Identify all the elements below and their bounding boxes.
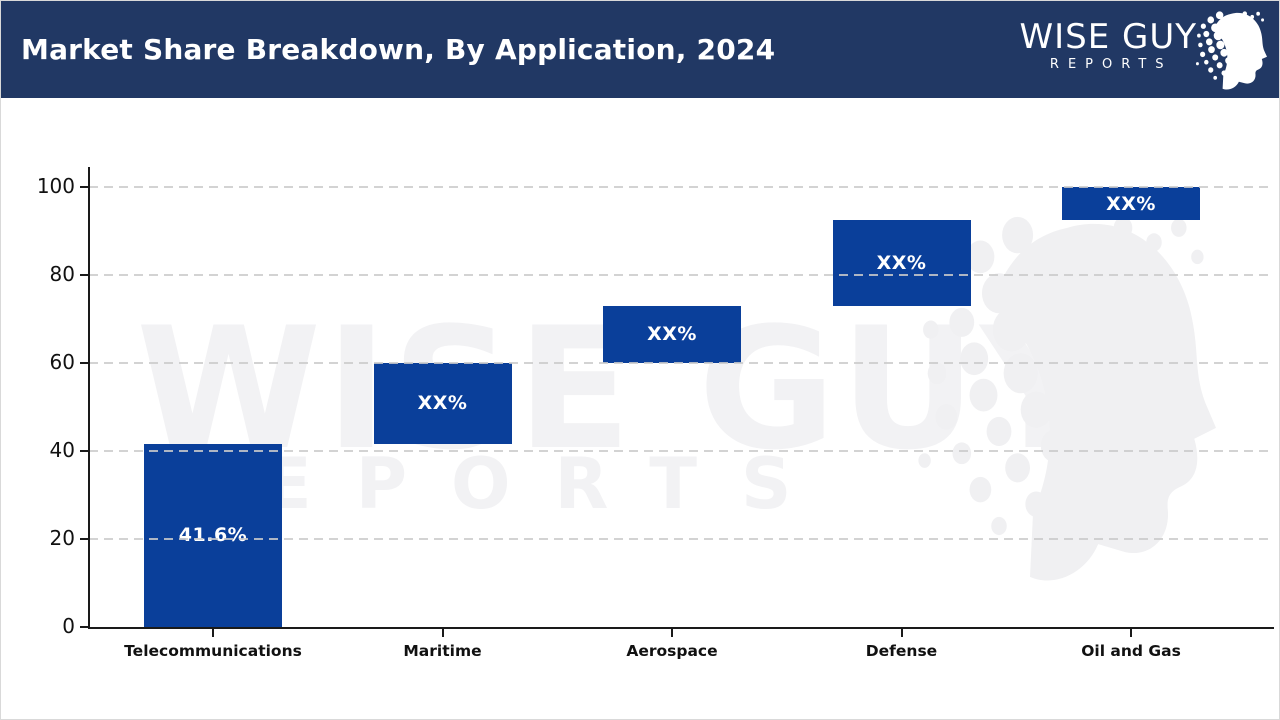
x-tick-mark-maritime [441, 629, 444, 637]
y-tick-mark-20 [80, 538, 89, 540]
bar-value-label-oil-and-gas: XX% [1106, 192, 1156, 215]
y-tick-label-100: 100 [36, 174, 75, 198]
bar-value-label-aerospace: XX% [647, 323, 697, 346]
y-tick-label-80: 80 [49, 262, 75, 286]
x-tick-mark-oil-and-gas [1130, 629, 1132, 637]
y-tick-label-40: 40 [49, 438, 75, 462]
y-tick-mark-80 [80, 274, 89, 276]
bar-value-label-telecommunications: 41.6% [178, 524, 248, 547]
bar-defense: XX% [832, 220, 971, 306]
bar-value-label-defense: XX% [876, 251, 927, 274]
bar-maritime: XX% [373, 363, 512, 444]
y-axis-line [88, 167, 90, 629]
brand-subname: REPORTS [1049, 57, 1173, 73]
gridline-y-40 [89, 450, 1273, 452]
chart-title: Market Share Breakdown, By Application, … [21, 33, 776, 66]
brand-face-dots-icon [1195, 11, 1267, 90]
brand-name: WISE GUY [1019, 17, 1197, 57]
bar-aerospace: XX% [603, 305, 741, 363]
category-label-telecommunications: Telecommunications [124, 642, 302, 660]
y-tick-mark-0 [80, 626, 89, 628]
x-axis-line [88, 627, 1274, 629]
y-tick-label-20: 20 [49, 526, 75, 550]
brand-logo-text: WISE GUY REPORTS [1019, 17, 1197, 73]
y-tick-mark-100 [80, 186, 89, 188]
header: Market Share Breakdown, By Application, … [1, 1, 1279, 98]
gridline-y-60 [89, 362, 1273, 364]
brand-logo: WISE GUY REPORTS [1009, 7, 1269, 95]
category-label-oil-and-gas: Oil and Gas [1081, 642, 1181, 660]
gridline-y-20 [89, 538, 1273, 540]
y-tick-label-60: 60 [49, 350, 75, 374]
y-tick-label-0: 0 [62, 614, 75, 638]
x-tick-mark-defense [900, 629, 903, 637]
bar-telecommunications: 41.6% [144, 443, 282, 627]
x-tick-mark-telecommunications [212, 629, 214, 637]
category-label-maritime: Maritime [403, 642, 482, 660]
y-tick-mark-60 [80, 362, 89, 364]
bar-oil-and-gas: XX% [1062, 187, 1200, 220]
category-label-aerospace: Aerospace [626, 642, 718, 660]
x-tick-mark-aerospace [671, 629, 673, 637]
gridline-y-100 [89, 186, 1273, 188]
bar-value-label-maritime: XX% [417, 392, 468, 415]
gridline-y-80 [89, 274, 1273, 276]
y-tick-mark-40 [80, 450, 89, 452]
category-label-defense: Defense [865, 642, 938, 660]
